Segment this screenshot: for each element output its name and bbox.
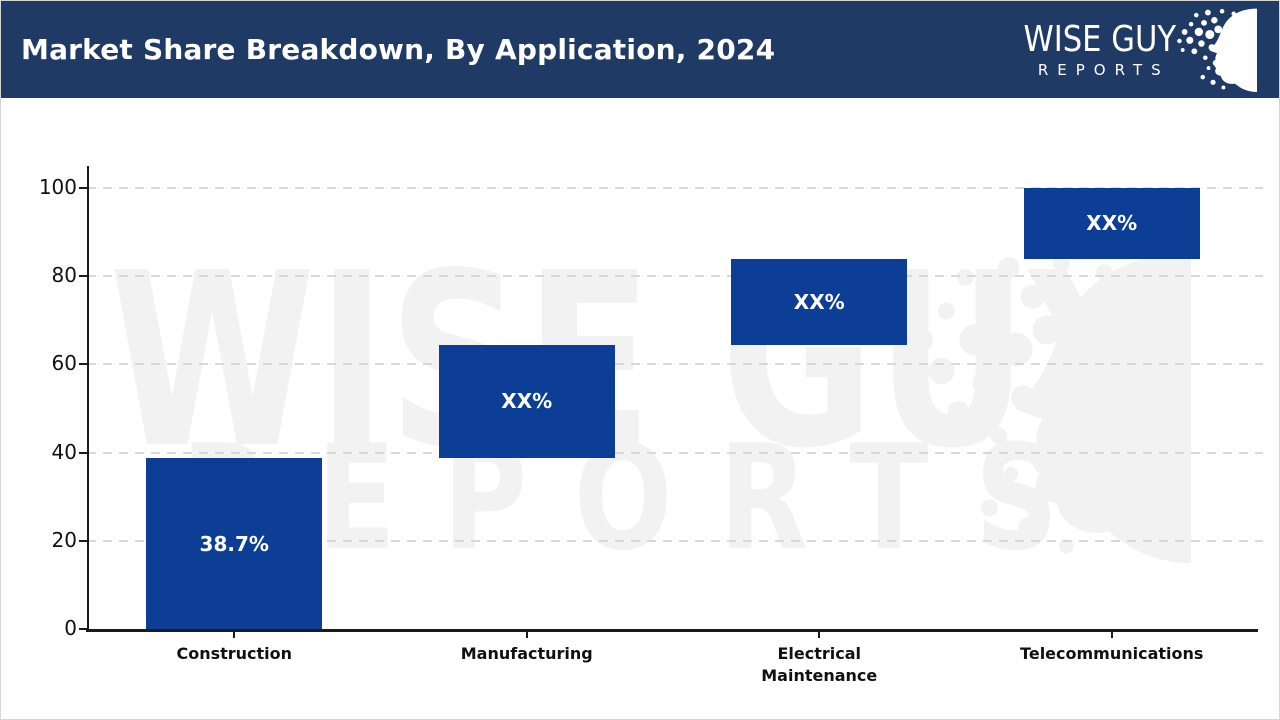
x-tick-mark xyxy=(233,629,236,638)
gridline xyxy=(87,539,1263,542)
x-tick-mark xyxy=(1110,629,1113,638)
bar-electrical-maintenance: XX% xyxy=(731,258,908,345)
x-tick-mark xyxy=(525,629,528,638)
x-axis-label: Construction xyxy=(176,644,293,663)
y-tick-mark xyxy=(79,363,88,366)
bar-value-label: XX% xyxy=(1086,211,1138,236)
x-axis-label: Telecommunications xyxy=(1020,644,1204,663)
logo-wordmark: WISE GUY xyxy=(1022,18,1176,60)
y-tick-label: 80 xyxy=(51,263,77,288)
bar-value-label: XX% xyxy=(793,289,845,314)
logo-subtitle: REPORTS xyxy=(1037,60,1170,79)
gridline xyxy=(87,451,1263,454)
wiseguy-logo: WISE GUY REPORTS xyxy=(1010,4,1258,96)
bar-telecommunications: XX% xyxy=(1023,188,1200,259)
gridline xyxy=(87,187,1263,189)
x-axis-label: Electrical Maintenance xyxy=(761,644,878,685)
y-tick-mark xyxy=(79,187,88,189)
wiseguy-logo-text: WISE GUY REPORTS xyxy=(1010,18,1190,79)
x-tick-mark xyxy=(818,629,821,638)
bar-construction: 38.7% xyxy=(146,458,323,629)
gridline xyxy=(87,363,1263,366)
page-title: Market Share Breakdown, By Application, … xyxy=(21,33,776,66)
y-tick-label: 0 xyxy=(64,616,77,640)
y-axis-line xyxy=(87,166,89,631)
bar-manufacturing: XX% xyxy=(438,344,615,459)
x-axis-label: Manufacturing xyxy=(460,644,593,663)
y-tick-mark xyxy=(79,539,88,542)
y-tick-label: 40 xyxy=(51,439,77,464)
x-axis-line xyxy=(86,629,1258,632)
y-tick-mark xyxy=(79,628,88,630)
y-tick-label: 20 xyxy=(51,527,77,552)
gridline xyxy=(87,275,1263,278)
y-tick-label: 100 xyxy=(38,175,77,199)
y-tick-mark xyxy=(79,451,88,454)
header: Market Share Breakdown, By Application, … xyxy=(1,1,1279,98)
bar-value-label: 38.7% xyxy=(199,531,269,556)
bar-value-label: XX% xyxy=(501,389,553,414)
y-tick-mark xyxy=(79,275,88,278)
y-tick-label: 60 xyxy=(51,351,77,376)
